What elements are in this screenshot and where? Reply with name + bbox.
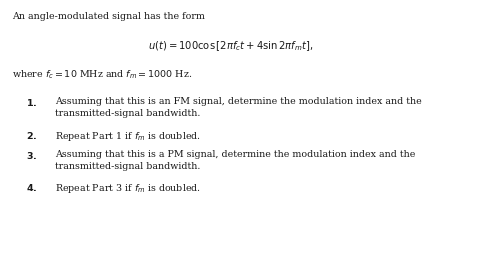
Text: An angle-modulated signal has the form: An angle-modulated signal has the form [12, 12, 205, 21]
Text: Assuming that this is an FM signal, determine the modulation index and the
trans: Assuming that this is an FM signal, dete… [55, 97, 422, 118]
Text: $\mathbf{2.}$: $\mathbf{2.}$ [26, 130, 38, 141]
Text: where $f_c = 10$ MHz and $f_m = 1000$ Hz.: where $f_c = 10$ MHz and $f_m = 1000$ Hz… [12, 69, 192, 81]
Text: Repeat Part 3 if $f_m$ is doubled.: Repeat Part 3 if $f_m$ is doubled. [55, 182, 201, 195]
Text: $u(t) = 100\cos\left[2\pi f_c t + 4\sin 2\pi f_m t\right],$: $u(t) = 100\cos\left[2\pi f_c t + 4\sin … [148, 39, 313, 53]
Text: Repeat Part 1 if $f_m$ is doubled.: Repeat Part 1 if $f_m$ is doubled. [55, 130, 201, 143]
Text: $\mathbf{4.}$: $\mathbf{4.}$ [26, 182, 38, 193]
Text: $\mathbf{1.}$: $\mathbf{1.}$ [26, 97, 38, 108]
Text: $\mathbf{3.}$: $\mathbf{3.}$ [26, 150, 38, 161]
Text: Assuming that this is a PM signal, determine the modulation index and the
transm: Assuming that this is a PM signal, deter… [55, 150, 416, 171]
